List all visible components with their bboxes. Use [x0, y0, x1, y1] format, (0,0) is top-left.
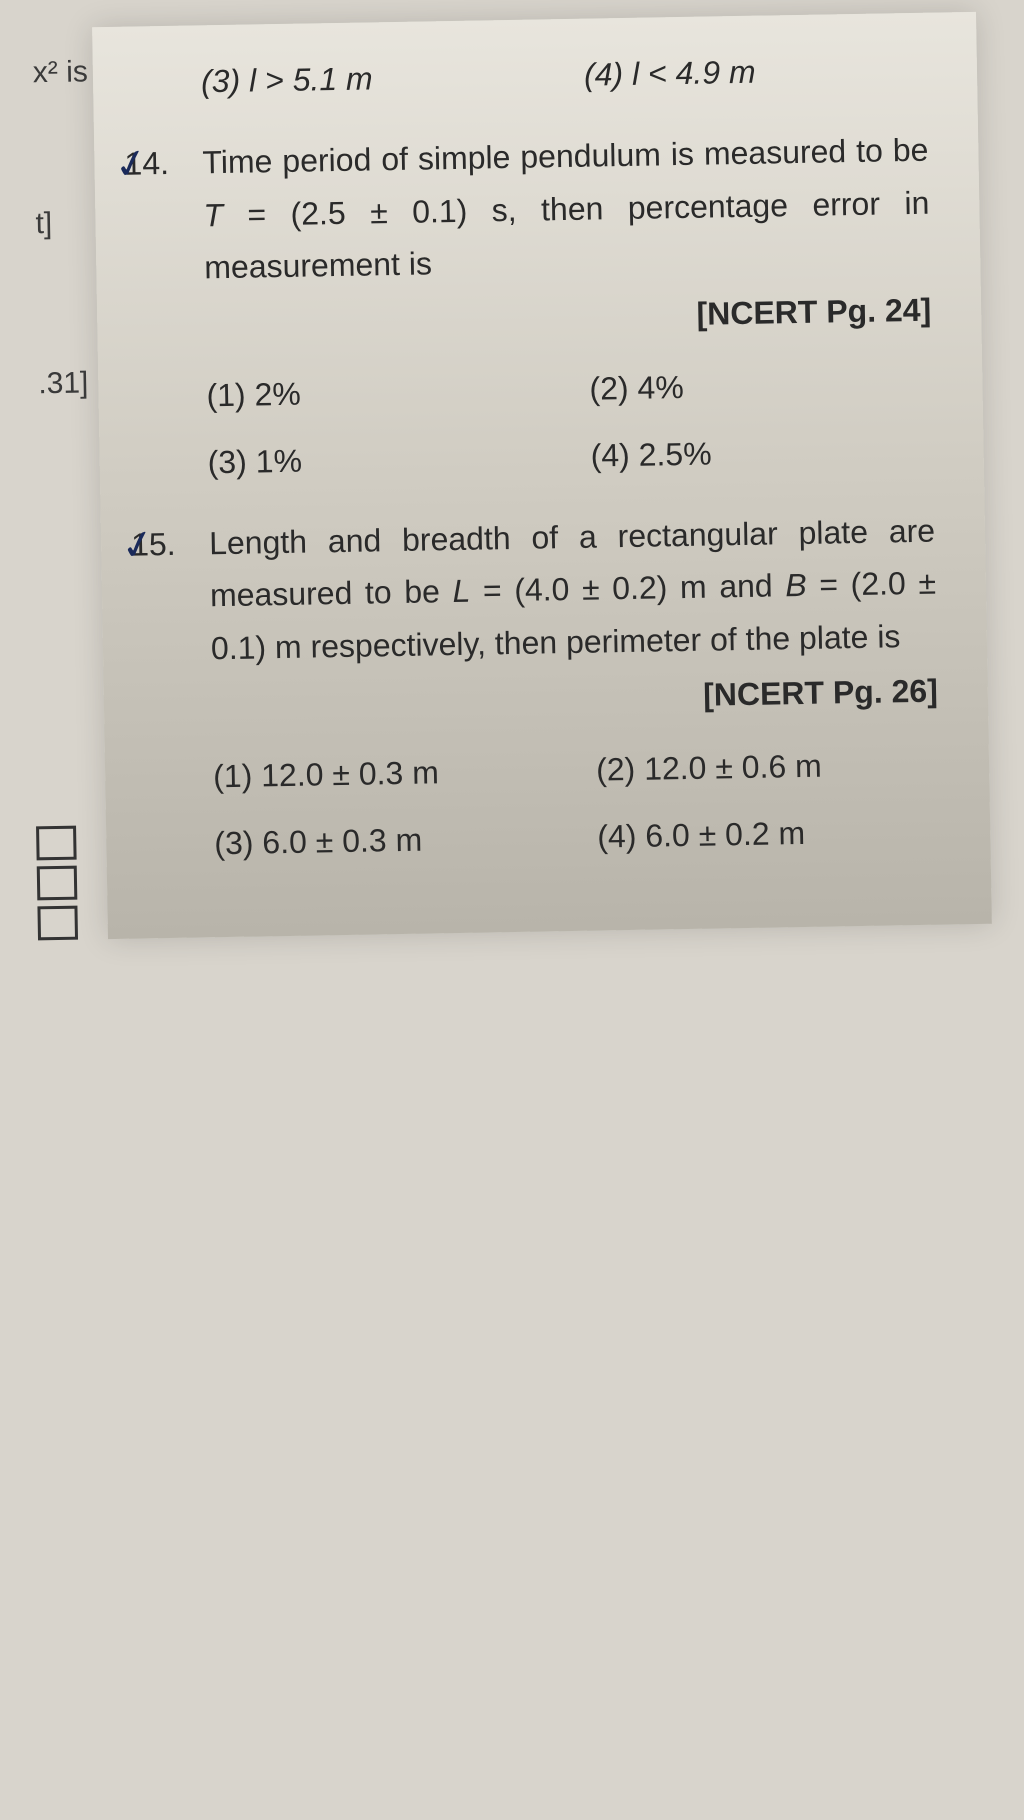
q13-body: (3) l > 5.1 m (4) l < 4.9 m [201, 43, 928, 136]
q15-option-4: (4) 6.0 ± 0.2 m [597, 804, 941, 863]
tick-mark-icon: ✓ [109, 129, 154, 200]
q13-options: (3) l > 5.1 m (4) l < 4.9 m [201, 43, 928, 108]
q14-option-4: (4) 2.5% [590, 423, 934, 482]
q15-number: ✓ 15. [131, 517, 198, 899]
q14-body: Time period of simple pendulum is measur… [202, 123, 935, 516]
tick-mark-icon: ✓ [115, 510, 160, 581]
checkbox-1[interactable] [36, 826, 77, 861]
edge-checkboxes [36, 826, 78, 941]
q14-option-2: (2) 4% [589, 357, 933, 416]
q15-body: Length and breadth of a rectangular plat… [209, 504, 942, 897]
checkbox-3[interactable] [37, 906, 78, 941]
question-13-partial: x² is (3) l > 5.1 m (4) l < 4.9 m [123, 43, 928, 138]
q13-option-3: (3) l > 5.1 m [201, 49, 545, 108]
q13-number [123, 56, 184, 138]
margin-annotation-1: x² is [32, 47, 88, 97]
q14-reference: [NCERT Pg. 24] [205, 284, 932, 349]
q15-option-2: (2) 12.0 ± 0.6 m [596, 737, 940, 796]
q15-text: Length and breadth of a rectangular plat… [209, 504, 938, 675]
q15-options: (1) 12.0 ± 0.3 m (2) 12.0 ± 0.6 m (3) 6.… [213, 737, 941, 869]
q14-number: ✓ 14. [124, 136, 191, 518]
q14-options: (1) 2% (2) 4% (3) 1% (4) 2.5% [206, 357, 934, 489]
question-14: t] .31] ✓ 14. Time period of simple pend… [124, 123, 935, 518]
checkbox-2[interactable] [37, 866, 78, 901]
q14-option-1: (1) 2% [206, 363, 550, 422]
q15-option-3: (3) 6.0 ± 0.3 m [214, 811, 558, 870]
question-15: ✓ 15. Length and breadth of a rectangula… [131, 504, 942, 899]
q13-option-4: (4) l < 4.9 m [584, 43, 928, 102]
q14-option-3: (3) 1% [207, 430, 551, 489]
page-wrapper: x² is (3) l > 5.1 m (4) l < 4.9 m t] .31… [92, 12, 992, 940]
page-content: x² is (3) l > 5.1 m (4) l < 4.9 m t] .31… [92, 12, 992, 940]
q15-option-1: (1) 12.0 ± 0.3 m [213, 744, 557, 803]
q14-text: Time period of simple pendulum is measur… [202, 123, 931, 294]
q15-reference: [NCERT Pg. 26] [211, 665, 938, 730]
margin-annotation-3: .31] [38, 358, 89, 408]
margin-annotation-2: t] [35, 199, 53, 249]
